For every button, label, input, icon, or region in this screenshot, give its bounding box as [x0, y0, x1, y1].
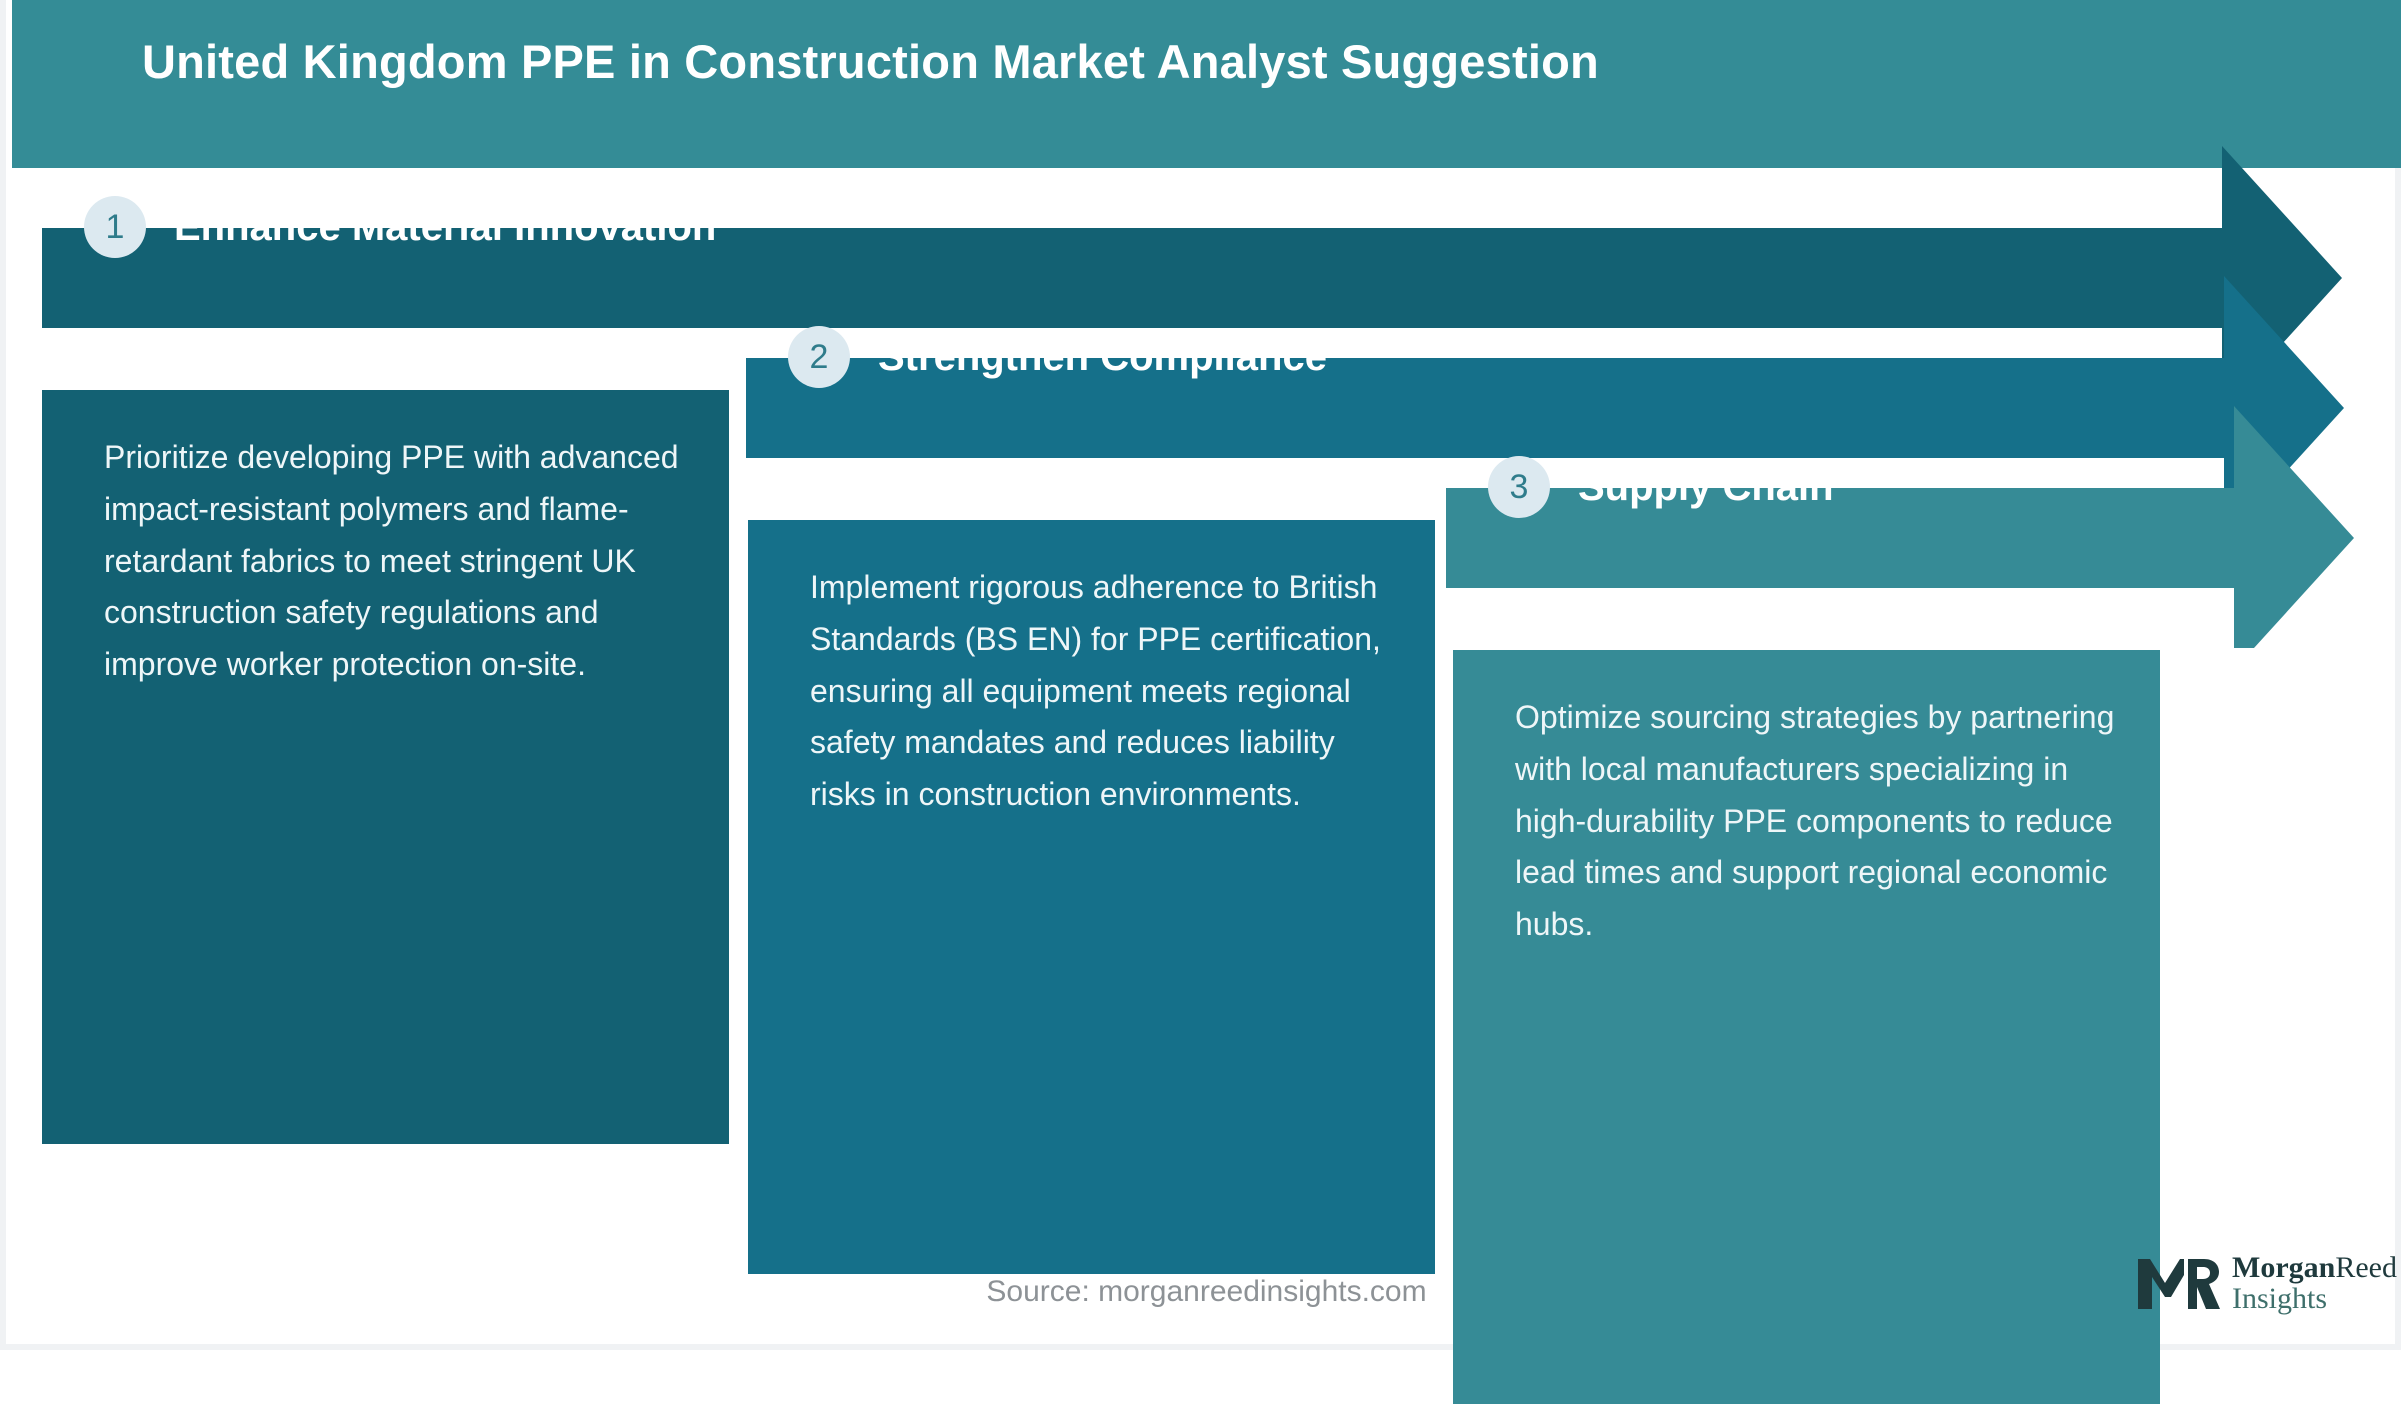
process-arrow-1 — [42, 128, 2362, 388]
source-attribution: Source: morganreedinsights.com — [986, 1275, 1427, 1308]
arrow-shape-1 — [42, 146, 2342, 388]
step-card-2: Implement rigorous adherence to British … — [748, 520, 1435, 1274]
page-title: United Kingdom PPE in Construction Marke… — [142, 35, 1599, 88]
step-card-1: Prioritize developing PPE with advanced … — [42, 390, 729, 1144]
logo-tagline: Insights — [2232, 1282, 2328, 1316]
logo-wordmark: MorganReed Insights — [2232, 1252, 2397, 1314]
arrow-shape-3 — [1446, 406, 2354, 648]
process-arrow-diagram: 1 Enhance Material Innovation 2 Strength… — [6, 146, 2401, 1404]
header-band: United Kingdom PPE in Construction Marke… — [12, 0, 2401, 168]
process-arrow-2 — [746, 258, 2366, 518]
step-body-2: Implement rigorous adherence to British … — [810, 569, 1381, 813]
brand-logo: MorganReed Insights — [2134, 1252, 2397, 1314]
process-arrow-3 — [1446, 388, 2376, 648]
arrow-shape-2 — [746, 276, 2344, 518]
mr-monogram-icon — [2138, 1259, 2220, 1310]
logo-line-primary: MorganReed — [2232, 1252, 2397, 1283]
logo-morgan: Morgan — [2232, 1251, 2336, 1284]
logo-reed: Reed — [2335, 1251, 2397, 1284]
step-card-3: Optimize sourcing strategies by partneri… — [1453, 650, 2160, 1404]
step-body-1: Prioritize developing PPE with advanced … — [104, 439, 679, 683]
step-body-3: Optimize sourcing strategies by partneri… — [1515, 699, 2115, 943]
